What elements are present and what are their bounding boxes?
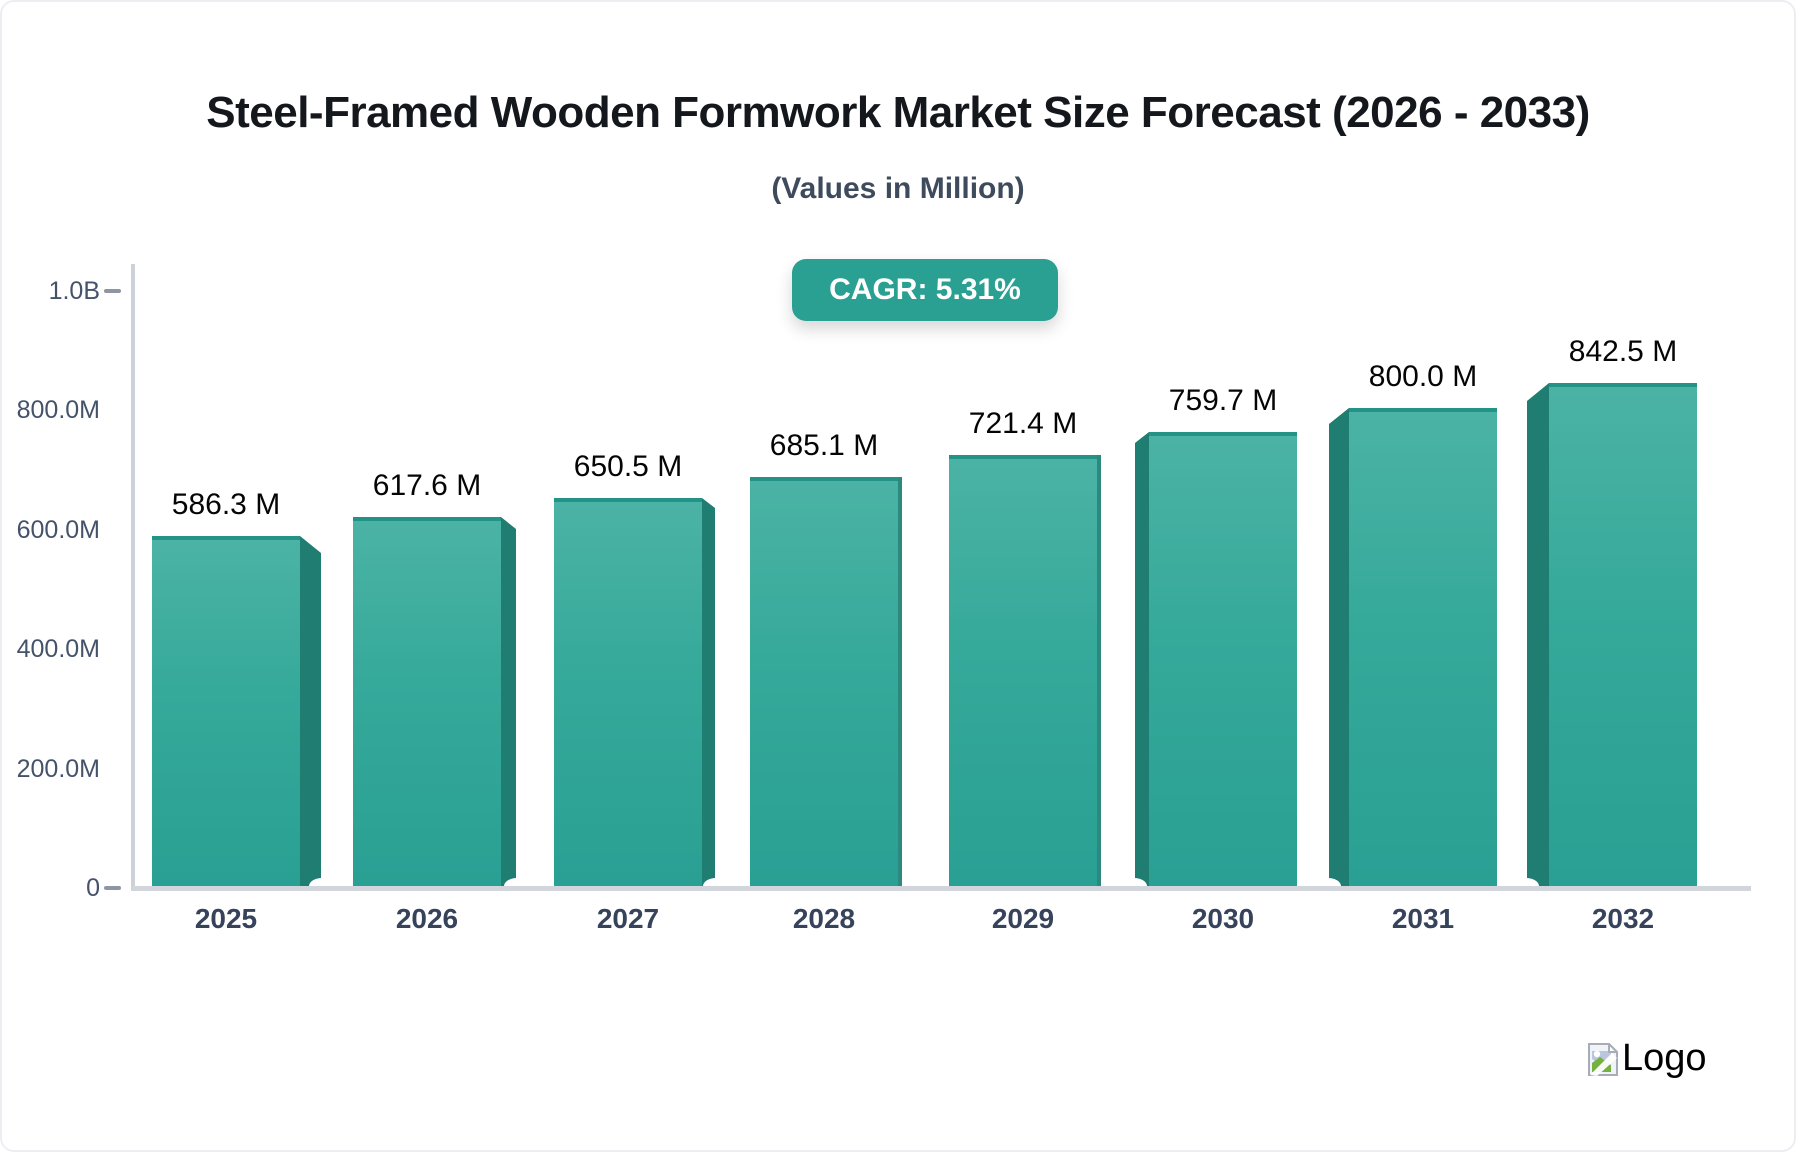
bar-face[interactable] — [353, 517, 501, 886]
bar-value-label: 685.1 M — [769, 429, 879, 462]
y-tick-label: 800.0M — [16, 396, 100, 424]
y-tick-label: 0 — [86, 874, 100, 902]
y-axis-line — [131, 264, 135, 888]
bar-side-3d[interactable] — [1135, 432, 1149, 886]
x-tick-label: 2025 — [194, 903, 258, 934]
x-tick-label: 2032 — [1591, 903, 1655, 934]
bar-side-3d[interactable] — [702, 498, 715, 886]
x-tick-label: 2029 — [991, 903, 1055, 934]
y-tick-label: 200.0M — [16, 755, 100, 783]
y-tick-dash — [104, 886, 121, 890]
bar-side-3d[interactable] — [1527, 383, 1549, 886]
x-tick-label: 2026 — [395, 903, 459, 934]
x-tick-label: 2031 — [1391, 903, 1455, 934]
y-tick-dash — [104, 289, 121, 293]
bar-value-label: 759.7 M — [1168, 384, 1278, 417]
bar-value-label: 617.6 M — [372, 469, 482, 502]
bar-side-3d[interactable] — [898, 477, 902, 886]
broken-image-icon — [1588, 1042, 1618, 1076]
y-tick-label: 400.0M — [16, 635, 100, 663]
bar-side-3d[interactable] — [1097, 455, 1101, 886]
bar-value-label: 842.5 M — [1568, 335, 1678, 368]
logo-text: Logo — [1622, 1037, 1707, 1079]
x-axis-line — [131, 886, 1751, 891]
bar-face[interactable] — [1549, 383, 1697, 886]
bar-value-label: 586.3 M — [171, 488, 281, 521]
bar-face[interactable] — [1349, 408, 1497, 886]
cagr-badge: CAGR: 5.31% — [792, 259, 1058, 321]
x-tick-label: 2028 — [792, 903, 856, 934]
bar-side-3d[interactable] — [1329, 408, 1349, 886]
chart-subtitle: (Values in Million) — [771, 172, 1025, 205]
x-tick-label: 2030 — [1191, 903, 1255, 934]
x-tick-label: 2027 — [596, 903, 660, 934]
logo: Logo — [1586, 1036, 1707, 1082]
bar-face[interactable] — [750, 477, 898, 886]
bar-side-3d[interactable] — [501, 517, 516, 886]
chart-title: Steel-Framed Wooden Formwork Market Size… — [206, 88, 1590, 137]
y-tick-label: 600.0M — [16, 516, 100, 544]
bar-face[interactable] — [1149, 432, 1297, 886]
bar-side-3d[interactable] — [300, 536, 321, 886]
bar-face[interactable] — [949, 455, 1097, 886]
bar-face[interactable] — [554, 498, 702, 886]
bar-value-label: 650.5 M — [573, 450, 683, 483]
bar-value-label: 721.4 M — [968, 407, 1078, 440]
bar-value-label: 800.0 M — [1368, 360, 1478, 393]
y-tick-label: 1.0B — [48, 277, 100, 305]
bar-face[interactable] — [152, 536, 300, 886]
